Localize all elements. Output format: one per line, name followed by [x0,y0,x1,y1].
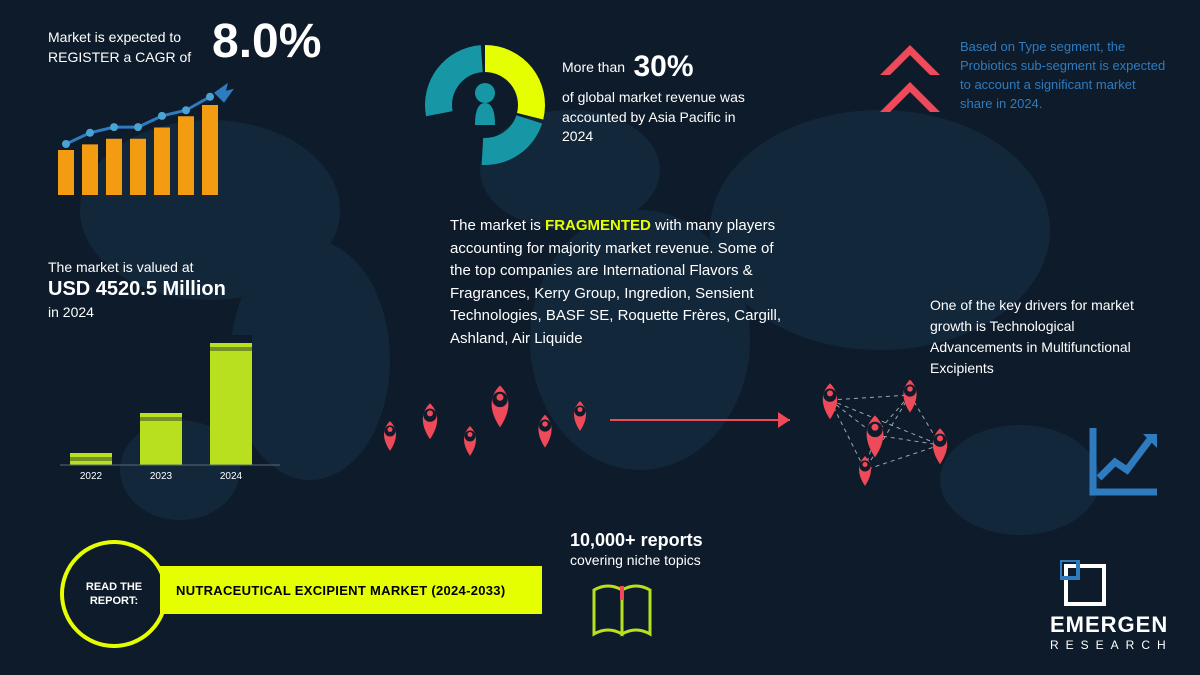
read-report-button[interactable]: READ THE REPORT: [60,540,168,648]
report-title-text: NUTRACEUTICAL EXCIPIENT MARKET (2024-203… [176,583,505,598]
brand-text: EMERGEN RESEARCH [1050,612,1173,652]
reports-stat: 10,000+ reports covering niche topics [570,530,703,571]
open-book-icon [590,582,654,638]
infographic-canvas: { "background_color":"#0d1b2a", "text_co… [0,0,1200,675]
reports-headline: 10,000+ reports [570,530,703,551]
read-report-label: READ THE REPORT: [64,580,164,609]
reports-sub: covering niche topics [570,551,703,571]
brand-name: EMERGEN [1050,612,1173,638]
report-title-banner[interactable]: NUTRACEUTICAL EXCIPIENT MARKET (2024-203… [160,566,542,614]
brand-mark-icon [1060,560,1110,610]
brand-sub: RESEARCH [1050,638,1173,652]
